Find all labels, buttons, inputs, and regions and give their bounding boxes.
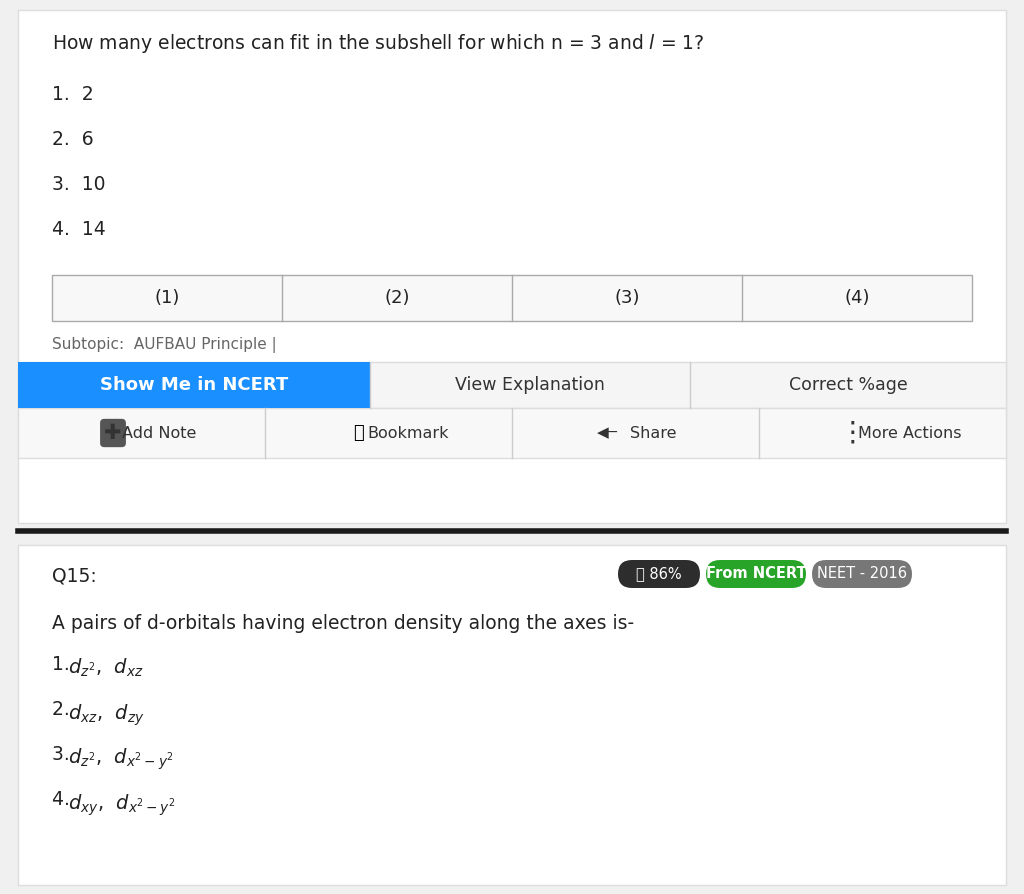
- Text: From NCERT: From NCERT: [706, 567, 806, 581]
- Text: Show Me in NCERT: Show Me in NCERT: [100, 376, 288, 394]
- Text: 2.  6: 2. 6: [52, 130, 93, 149]
- Text: Q15:: Q15:: [52, 566, 96, 585]
- Text: Share: Share: [630, 426, 676, 441]
- Text: 4.  14: 4. 14: [52, 220, 105, 239]
- Text: View Explanation: View Explanation: [455, 376, 605, 394]
- Bar: [18, 408, 1006, 458]
- FancyBboxPatch shape: [618, 560, 700, 588]
- Bar: [18, 10, 1006, 523]
- Text: A pairs of d-orbitals having electron density along the axes is-: A pairs of d-orbitals having electron de…: [52, 614, 634, 633]
- Text: 1.  2: 1. 2: [52, 85, 93, 104]
- Text: 👍 86%: 👍 86%: [636, 567, 682, 581]
- Bar: [18, 362, 370, 408]
- Text: ⋮: ⋮: [838, 419, 866, 447]
- Text: ◀─: ◀─: [597, 426, 617, 441]
- Text: Subtopic:  AUFBAU Principle |: Subtopic: AUFBAU Principle |: [52, 337, 276, 353]
- Text: 2.: 2.: [52, 700, 76, 719]
- Text: $d_{xz}$,  $d_{zy}$: $d_{xz}$, $d_{zy}$: [68, 702, 144, 728]
- FancyBboxPatch shape: [812, 560, 912, 588]
- Text: (4): (4): [844, 289, 869, 307]
- Text: 3.  10: 3. 10: [52, 175, 105, 194]
- Text: (3): (3): [614, 289, 640, 307]
- Text: Bookmark: Bookmark: [368, 426, 449, 441]
- Bar: [18, 545, 1006, 885]
- Text: More Actions: More Actions: [858, 426, 962, 441]
- Bar: [52, 275, 972, 321]
- Text: 3.: 3.: [52, 745, 76, 764]
- Text: Add Note: Add Note: [122, 426, 197, 441]
- Text: $d_{xy}$,  $d_{x^2-y^2}$: $d_{xy}$, $d_{x^2-y^2}$: [68, 792, 176, 817]
- Text: 1.: 1.: [52, 655, 76, 674]
- FancyBboxPatch shape: [706, 560, 806, 588]
- Text: (2): (2): [384, 289, 410, 307]
- Text: $d_{z^2}$,  $d_{xz}$: $d_{z^2}$, $d_{xz}$: [68, 657, 143, 679]
- Text: How many electrons can fit in the subshell for which n = 3 and $\mathit{l}$ = 1?: How many electrons can fit in the subshe…: [52, 32, 705, 55]
- Text: 4.: 4.: [52, 790, 76, 809]
- Text: $d_{z^2}$,  $d_{x^2-y^2}$: $d_{z^2}$, $d_{x^2-y^2}$: [68, 747, 174, 772]
- Text: (1): (1): [155, 289, 179, 307]
- Text: 🔖: 🔖: [352, 424, 364, 442]
- Text: Correct %age: Correct %age: [788, 376, 907, 394]
- Text: ✚: ✚: [104, 423, 122, 443]
- Text: NEET - 2016: NEET - 2016: [817, 567, 907, 581]
- Bar: [18, 362, 1006, 408]
